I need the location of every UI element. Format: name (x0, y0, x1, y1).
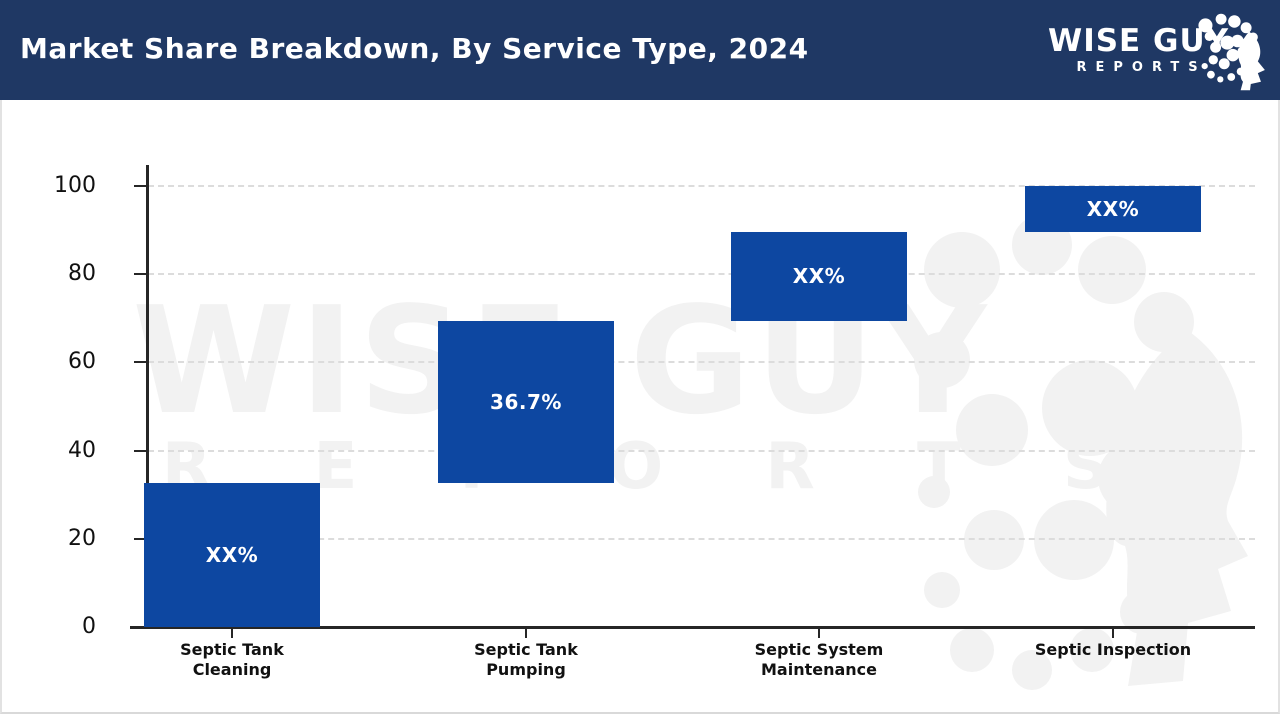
y-tick-mark (134, 185, 147, 187)
y-tick-mark (134, 273, 147, 276)
logo-wordmark: WISE GUY REPORTS (1048, 24, 1229, 75)
x-category-label-line: Septic System (754, 640, 884, 659)
bar-value-label: XX% (792, 264, 846, 289)
logo-wordmark-line2: REPORTS (1076, 60, 1207, 75)
bar-segment: XX% (144, 482, 320, 627)
gridline (148, 273, 1255, 276)
bar-value-label: XX% (205, 542, 259, 567)
x-category-label: Septic Inspection (963, 640, 1263, 660)
x-category-label: Septic System Maintenance (669, 640, 969, 680)
gridline (148, 449, 1255, 452)
y-tick-label: 20 (68, 525, 96, 551)
wise-guy-logo: WISE GUY REPORTS (1020, 6, 1270, 94)
x-category-label: Septic Tank Pumping (376, 640, 676, 680)
bar-value-label: 36.7% (490, 389, 562, 414)
x-tick-mark (231, 629, 233, 638)
x-axis-line (130, 626, 1255, 629)
chart-panel: WISE GUY R E P O R T S 0 20 40 60 80 100 XX% 36… (0, 100, 1280, 714)
x-category-label-line: Septic Inspection (1034, 640, 1192, 659)
header-bar: Market Share Breakdown, By Service Type,… (0, 0, 1280, 100)
wise-guy-face-icon (1198, 13, 1265, 91)
x-category-label-line: Septic Tank (474, 640, 578, 659)
x-category-label-line: Cleaning (192, 660, 272, 679)
y-tick-label: 80 (68, 261, 96, 287)
x-tick-mark (1112, 629, 1114, 638)
bar-segment: XX% (1025, 186, 1201, 232)
gridline (148, 361, 1255, 364)
y-tick-label: 100 (54, 173, 96, 198)
y-tick-mark (134, 361, 147, 364)
bar-segment: 36.7% (438, 320, 614, 483)
x-category-label-line: Septic Tank (180, 640, 284, 659)
x-category-label-line: Maintenance (760, 660, 877, 679)
y-tick-label: 40 (68, 437, 96, 463)
bar-value-label: XX% (1086, 196, 1140, 221)
y-tick-label: 60 (68, 349, 96, 375)
gridline (148, 537, 1255, 540)
x-tick-mark (525, 629, 527, 638)
x-category-label: Septic Tank Cleaning (82, 640, 382, 680)
page-title: Market Share Breakdown, By Service Type,… (20, 32, 809, 66)
y-tick-mark (134, 626, 147, 628)
y-tick-mark (134, 537, 147, 540)
y-tick-mark (134, 449, 147, 452)
x-tick-mark (818, 629, 820, 638)
y-axis-line (146, 165, 149, 629)
watermark-face-icon (914, 215, 1248, 690)
bar-segment: XX% (731, 231, 907, 321)
gridline (148, 185, 1255, 187)
y-tick-label: 0 (82, 614, 96, 639)
logo-wordmark-line1: WISE GUY (1048, 23, 1230, 59)
x-category-label-line: Pumping (486, 660, 566, 679)
